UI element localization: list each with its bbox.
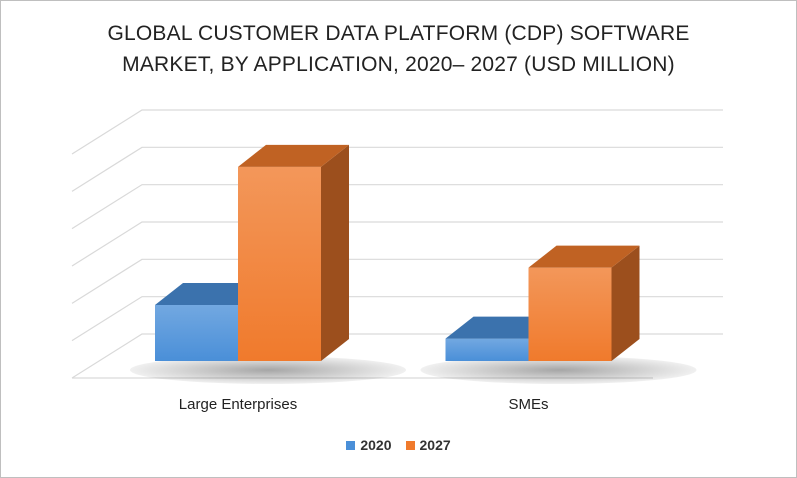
bar-top-2027-SMEs xyxy=(528,245,640,268)
chart-legend: 2020 2027 xyxy=(0,437,797,453)
gridline xyxy=(71,184,723,230)
bar-top-2027-Large Enterprises xyxy=(238,144,349,167)
legend-label-2020: 2020 xyxy=(360,437,392,453)
bar-2027-Large Enterprises xyxy=(238,166,321,361)
x-tick-label: SMEs xyxy=(508,396,548,413)
chart-title-line-1: GLOBAL CUSTOMER DATA PLATFORM (CDP) SOFT… xyxy=(107,22,690,45)
gridline xyxy=(71,109,723,155)
chart-title-line-2: MARKET, BY APPLICATION, 2020– 2027 (USD … xyxy=(122,53,675,76)
bar-side-2027-SMEs xyxy=(611,245,640,361)
chart-title: GLOBAL CUSTOMER DATA PLATFORM (CDP) SOFT… xyxy=(0,18,797,80)
gridline xyxy=(71,221,723,267)
x-tick-label: Large Enterprises xyxy=(179,396,297,413)
bar-2020-SMEs xyxy=(445,338,529,361)
legend-label-2027: 2027 xyxy=(419,437,451,453)
bar-shadow xyxy=(420,356,697,384)
bar-shadow xyxy=(130,356,406,384)
bar-2020-Large Enterprises xyxy=(155,305,238,361)
bar-side-2027-Large Enterprises xyxy=(321,144,349,361)
bar-2027-SMEs xyxy=(528,267,612,361)
legend-item-2020: 2020 xyxy=(346,437,392,453)
gridline xyxy=(71,258,723,304)
legend-item-2027: 2027 xyxy=(405,437,451,453)
legend-swatch-2020 xyxy=(346,440,356,450)
legend-swatch-2027 xyxy=(405,440,415,450)
gridline xyxy=(71,146,723,192)
